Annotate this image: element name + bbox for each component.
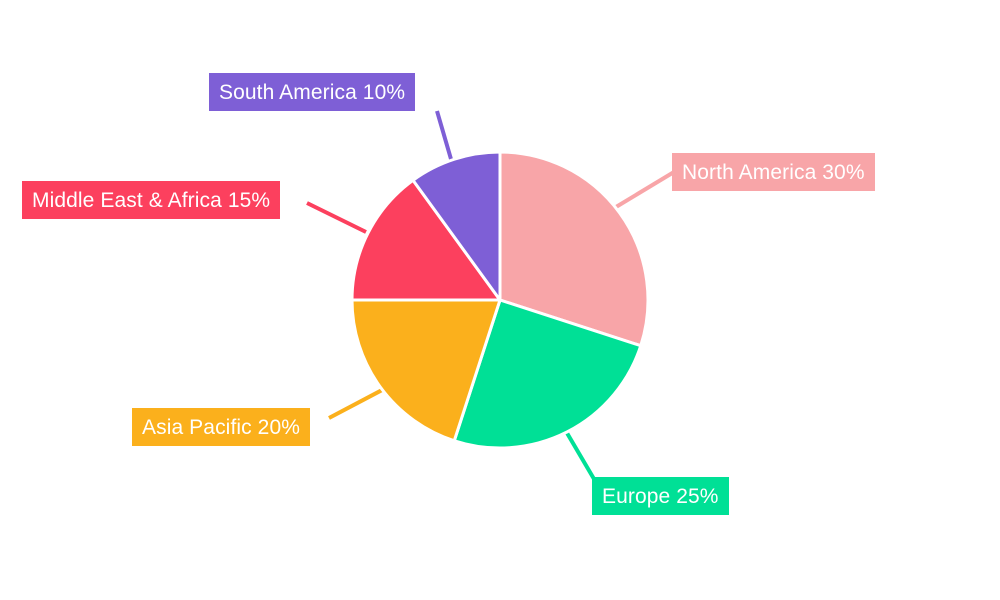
- leader-line-middle-east-africa: [306, 201, 367, 234]
- pie-label-middle-east-africa[interactable]: Middle East & Africa 15%: [22, 181, 281, 219]
- pie-slice-middle-east-africa[interactable]: [350, 178, 502, 302]
- pie-slice-europe[interactable]: [452, 298, 643, 450]
- leader-lines: [306, 110, 676, 481]
- leader-line-north-america: [604, 170, 676, 215]
- pie-label-south-america[interactable]: South America 10%: [209, 73, 416, 111]
- pie-slice-south-america[interactable]: [411, 150, 502, 302]
- pie-wedges: [350, 150, 650, 450]
- leader-line-europe: [565, 431, 596, 481]
- pie-label-europe[interactable]: Europe 25%: [592, 477, 729, 515]
- pie-label-north-america[interactable]: North America 30%: [672, 153, 875, 191]
- leader-line-asia-pacific: [328, 387, 385, 420]
- pie-slice-asia-pacific[interactable]: [350, 298, 502, 443]
- pie-label-asia-pacific[interactable]: Asia Pacific 20%: [132, 408, 311, 446]
- leader-line-south-america: [435, 110, 455, 167]
- pie-slice-north-america[interactable]: [498, 150, 650, 348]
